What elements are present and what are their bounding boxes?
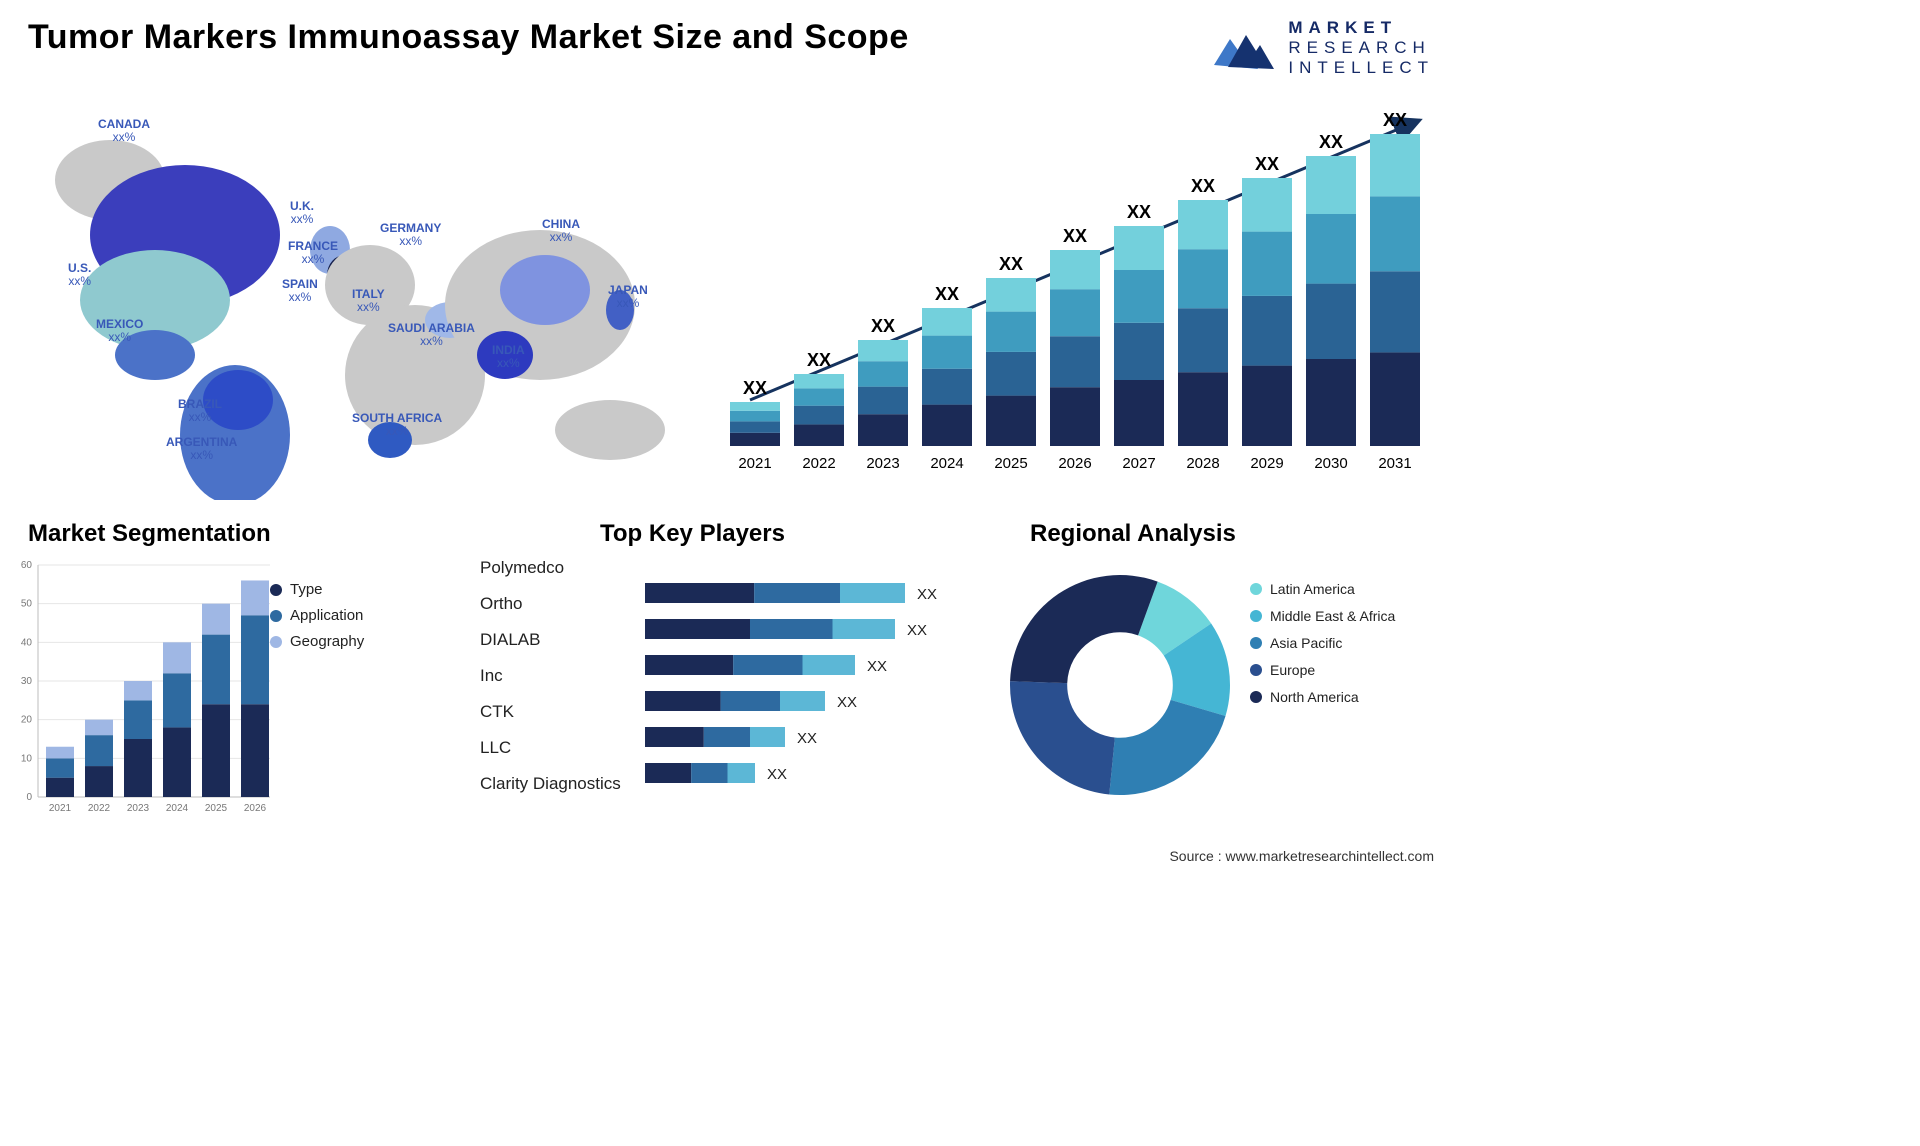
svg-text:XX: XX: [1063, 226, 1087, 246]
svg-text:2030: 2030: [1314, 455, 1347, 472]
map-label: SAUDI ARABIAxx%: [388, 322, 475, 348]
svg-text:XX: XX: [917, 586, 937, 603]
svg-text:XX: XX: [999, 254, 1023, 274]
svg-text:Inc: Inc: [480, 666, 503, 685]
key-players-chart: Polymedco Ortho DIALAB Inc CTK LLC Clarity Dia…: [480, 555, 960, 845]
svg-text:2027: 2027: [1122, 455, 1155, 472]
svg-text:XX: XX: [807, 350, 831, 370]
map-label: CHINAxx%: [542, 218, 580, 244]
svg-text:XX: XX: [867, 658, 887, 675]
map-label: BRAZILxx%: [178, 398, 222, 424]
world-map: CANADAxx% U.S.xx% MEXICOxx% BRAZILxx% ARGENT…: [20, 100, 700, 500]
svg-text:2029: 2029: [1250, 455, 1283, 472]
legend-item: Type: [270, 581, 364, 598]
svg-text:2026: 2026: [1058, 455, 1091, 472]
segmentation-legend: Type Application Geography: [270, 572, 364, 659]
legend-item: Asia Pacific: [1250, 635, 1395, 651]
brand-logo: MARKET RESEARCH INTELLECT: [1210, 18, 1434, 78]
svg-text:DIALAB: DIALAB: [480, 630, 540, 649]
logo-line-3: INTELLECT: [1288, 58, 1434, 78]
map-label: ARGENTINAxx%: [166, 436, 237, 462]
svg-text:XX: XX: [743, 378, 767, 398]
regional-title: Regional Analysis: [1030, 520, 1236, 548]
map-label: JAPANxx%: [608, 284, 648, 310]
svg-text:10: 10: [21, 753, 33, 764]
map-label: MEXICOxx%: [96, 318, 143, 344]
svg-text:XX: XX: [1383, 110, 1407, 130]
svg-text:2022: 2022: [802, 455, 835, 472]
svg-text:2028: 2028: [1186, 455, 1219, 472]
map-label: INDIAxx%: [492, 344, 525, 370]
legend-item: Middle East & Africa: [1250, 608, 1395, 624]
regional-donut: [990, 555, 1250, 815]
key-players-title: Top Key Players: [600, 520, 785, 548]
svg-text:2023: 2023: [127, 803, 150, 814]
svg-text:20: 20: [21, 715, 33, 726]
svg-text:Ortho: Ortho: [480, 594, 523, 613]
logo-line-2: RESEARCH: [1288, 38, 1434, 58]
map-label: U.S.xx%: [68, 262, 91, 288]
svg-text:2021: 2021: [738, 455, 771, 472]
map-label: ITALYxx%: [352, 288, 385, 314]
legend-item: Geography: [270, 633, 364, 650]
segmentation-chart: 0 10 20 30 40 50 60 2021 2022 2023 2024 2025 2026: [10, 555, 450, 845]
svg-text:XX: XX: [935, 284, 959, 304]
map-label: GERMANYxx%: [380, 222, 441, 248]
svg-text:XX: XX: [767, 766, 787, 783]
legend-item: North America: [1250, 689, 1395, 705]
svg-text:XX: XX: [1319, 132, 1343, 152]
svg-text:40: 40: [21, 637, 33, 648]
svg-text:2024: 2024: [166, 803, 189, 814]
map-label: CANADAxx%: [98, 118, 150, 144]
svg-text:XX: XX: [837, 694, 857, 711]
svg-text:XX: XX: [871, 316, 895, 336]
regional-legend: Latin America Middle East & Africa Asia Pa…: [1250, 570, 1395, 716]
svg-text:60: 60: [21, 560, 33, 571]
svg-text:LLC: LLC: [480, 738, 511, 757]
map-label: SPAINxx%: [282, 278, 318, 304]
svg-text:XX: XX: [1255, 154, 1279, 174]
svg-text:2031: 2031: [1378, 455, 1411, 472]
logo-line-1: MARKET: [1288, 18, 1434, 38]
svg-text:XX: XX: [907, 622, 927, 639]
logo-mark-icon: [1210, 23, 1278, 73]
map-label: U.K.xx%: [290, 200, 314, 226]
svg-text:2024: 2024: [930, 455, 963, 472]
segmentation-title: Market Segmentation: [28, 520, 271, 548]
logo-text: MARKET RESEARCH INTELLECT: [1288, 18, 1434, 78]
svg-text:CTK: CTK: [480, 702, 515, 721]
svg-text:Clarity Diagnostics: Clarity Diagnostics: [480, 774, 621, 793]
svg-text:2026: 2026: [244, 803, 267, 814]
svg-text:XX: XX: [797, 730, 817, 747]
legend-item: Europe: [1250, 662, 1395, 678]
svg-text:2025: 2025: [994, 455, 1027, 472]
page-title: Tumor Markers Immunoassay Market Size an…: [28, 18, 909, 57]
svg-text:XX: XX: [1191, 176, 1215, 196]
growth-chart: XX 2021 XX 2022 XX 2023 XX 2024 XX 2025 XX 2026 XX 20…: [720, 100, 1430, 480]
svg-text:2025: 2025: [205, 803, 228, 814]
svg-text:30: 30: [21, 676, 33, 687]
svg-text:50: 50: [21, 599, 33, 610]
legend-item: Application: [270, 607, 364, 624]
svg-text:Polymedco: Polymedco: [480, 558, 564, 577]
legend-item: Latin America: [1250, 581, 1395, 597]
source-text: Source : www.marketresearchintellect.com: [1169, 848, 1434, 864]
map-label: FRANCExx%: [288, 240, 338, 266]
svg-text:0: 0: [26, 792, 32, 803]
svg-text:XX: XX: [1127, 202, 1151, 222]
map-label: SOUTH AFRICAxx%: [352, 412, 442, 438]
svg-text:2023: 2023: [866, 455, 899, 472]
svg-text:2021: 2021: [49, 803, 72, 814]
svg-text:2022: 2022: [88, 803, 111, 814]
